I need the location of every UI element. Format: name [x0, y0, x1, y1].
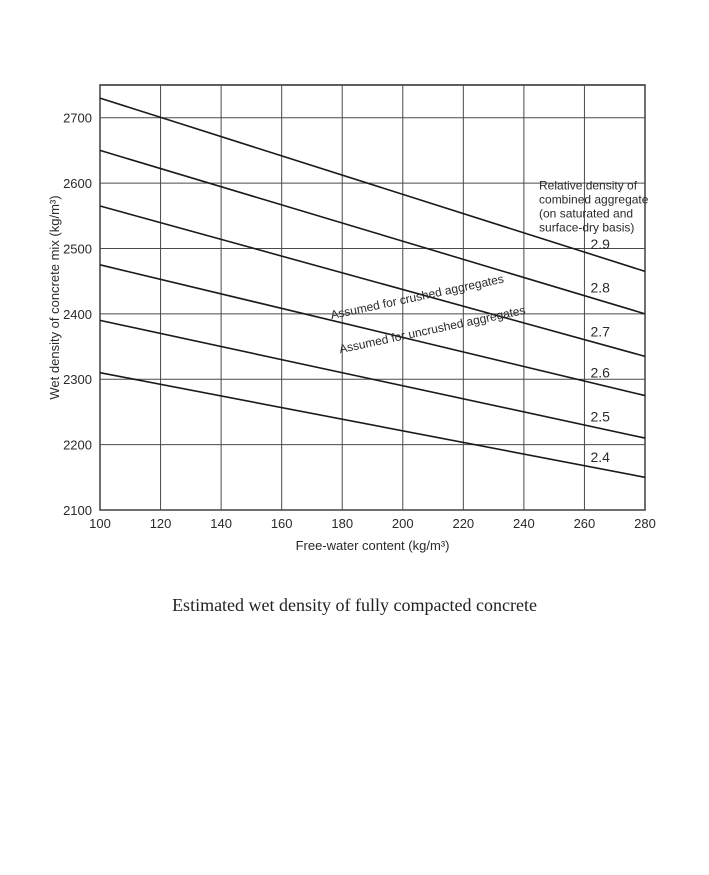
svg-text:100: 100: [89, 516, 111, 531]
svg-text:2.6: 2.6: [591, 365, 611, 381]
svg-text:180: 180: [331, 516, 353, 531]
svg-text:2.7: 2.7: [591, 323, 611, 339]
svg-text:2400: 2400: [63, 307, 92, 322]
svg-text:140: 140: [210, 516, 232, 531]
svg-text:2.9: 2.9: [591, 236, 611, 252]
svg-text:2.8: 2.8: [591, 280, 611, 296]
svg-text:(on saturated and: (on saturated and: [539, 207, 633, 221]
svg-text:120: 120: [150, 516, 172, 531]
svg-text:2200: 2200: [63, 438, 92, 453]
svg-text:surface-dry basis): surface-dry basis): [539, 221, 634, 235]
svg-text:2.5: 2.5: [591, 408, 611, 424]
svg-text:2.4: 2.4: [591, 449, 611, 465]
svg-text:240: 240: [513, 516, 535, 531]
svg-text:260: 260: [574, 516, 596, 531]
svg-text:200: 200: [392, 516, 414, 531]
svg-text:Free-water content (kg/m³): Free-water content (kg/m³): [296, 538, 450, 553]
density-chart: 2.9 2.8 2.7 2.6 2.5 2.4 100 120 140 160 180 200 220 2…: [45, 75, 665, 555]
svg-text:2100: 2100: [63, 503, 92, 518]
svg-text:Wet density of concrete mix (k: Wet density of concrete mix (kg/m³): [47, 195, 62, 399]
svg-text:160: 160: [271, 516, 293, 531]
chart-svg: 2.9 2.8 2.7 2.6 2.5 2.4 100 120 140 160 180 200 220 2…: [45, 75, 665, 555]
svg-text:2300: 2300: [63, 372, 92, 387]
svg-text:combined aggregate: combined aggregate: [539, 193, 649, 207]
svg-text:Relative density of: Relative density of: [539, 179, 638, 193]
chart-caption: Estimated wet density of fully compacted…: [0, 595, 709, 616]
svg-text:2500: 2500: [63, 241, 92, 256]
svg-text:280: 280: [634, 516, 656, 531]
svg-text:2700: 2700: [63, 111, 92, 126]
svg-text:220: 220: [452, 516, 474, 531]
svg-text:2600: 2600: [63, 176, 92, 191]
